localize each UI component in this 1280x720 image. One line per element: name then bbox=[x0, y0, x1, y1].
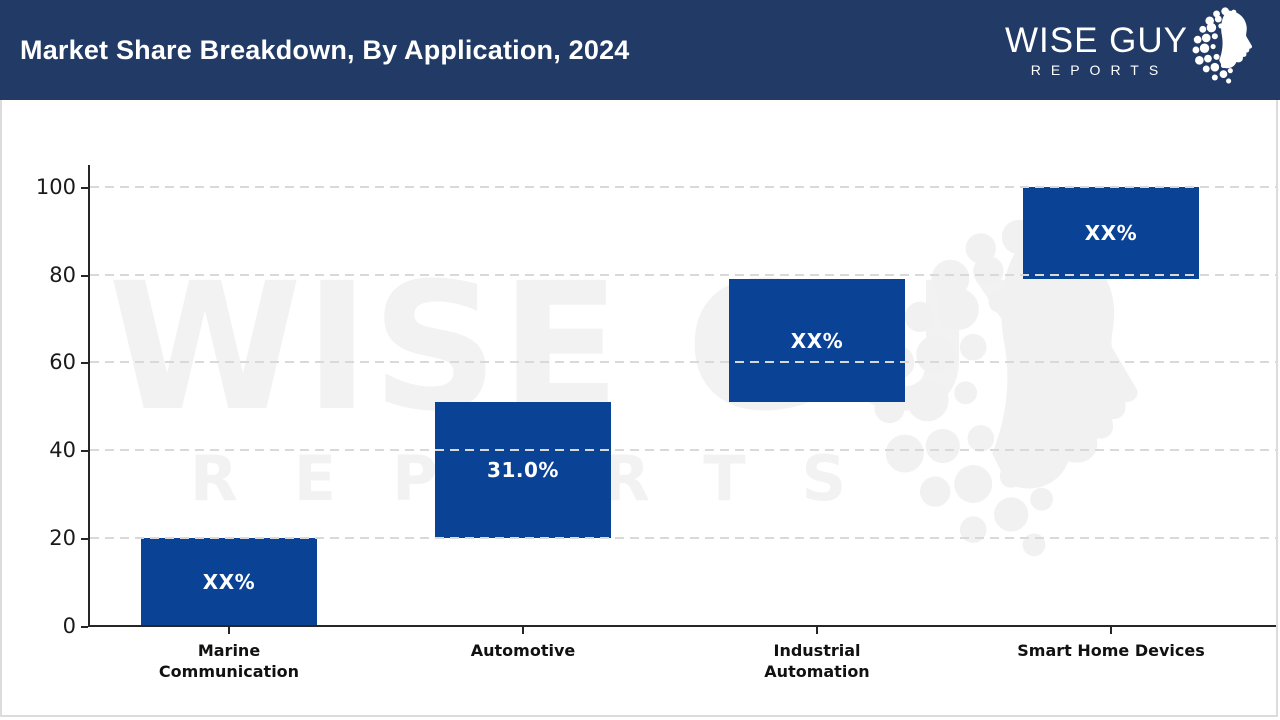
logo-wordmark: WISE GUY bbox=[1004, 20, 1188, 60]
x-tick-label-2: Industrial Automation bbox=[764, 641, 870, 681]
y-tick-label-80: 80 bbox=[49, 263, 76, 287]
gridline-100 bbox=[90, 186, 1276, 188]
bar-marine-communication: XX% bbox=[141, 538, 317, 626]
x-tick-label-0: Marine Communication bbox=[158, 641, 300, 681]
logo-text: WISE GUY REPORTS bbox=[1005, 23, 1188, 78]
bar-value-label: XX% bbox=[1084, 221, 1138, 245]
x-axis-line bbox=[88, 625, 1278, 627]
y-tick-label-60: 60 bbox=[49, 350, 76, 374]
wise-guy-logo: WISE GUY REPORTS bbox=[1005, 7, 1266, 93]
y-tick-40 bbox=[81, 450, 88, 452]
bar-automotive: 31.0% bbox=[435, 402, 611, 538]
x-tick-0 bbox=[228, 627, 230, 634]
page-title: Market Share Breakdown, By Application, … bbox=[20, 34, 630, 65]
bar-value-label: 31.0% bbox=[487, 458, 559, 482]
y-tick-80 bbox=[81, 275, 88, 277]
gridline-20 bbox=[90, 537, 1276, 539]
x-tick-label-3: Smart Home Devices bbox=[1017, 641, 1205, 660]
logo-subtext: REPORTS bbox=[1030, 61, 1169, 78]
gridline-40 bbox=[90, 449, 1276, 451]
header: Market Share Breakdown, By Application, … bbox=[0, 0, 1280, 100]
x-tick-label-1: Automotive bbox=[470, 641, 576, 660]
bar-industrial-automation: XX% bbox=[729, 279, 905, 402]
bar-value-label: XX% bbox=[790, 328, 844, 353]
bar-smart-home-devices: XX% bbox=[1023, 187, 1199, 279]
gridline-60 bbox=[90, 361, 1276, 363]
y-tick-label-40: 40 bbox=[49, 438, 76, 462]
y-tick-label-100: 100 bbox=[35, 175, 76, 199]
x-tick-1 bbox=[522, 627, 524, 634]
y-tick-label-0: 0 bbox=[62, 614, 76, 638]
x-tick-2 bbox=[816, 627, 818, 634]
chart-area: WISE GUY REPORTS 020406080100XX%31.0%XX%… bbox=[0, 100, 1280, 720]
y-tick-0 bbox=[81, 626, 88, 628]
gridline-80 bbox=[90, 274, 1276, 276]
y-tick-label-20: 20 bbox=[49, 526, 76, 550]
bar-value-label: XX% bbox=[202, 570, 256, 594]
logo-face-icon bbox=[1192, 7, 1253, 84]
y-axis-line bbox=[88, 165, 90, 626]
plot-area: 0 20 40 60 80 100 XX% 31.0% XX% XX% Marine Communic… bbox=[0, 100, 1280, 720]
x-tick-3 bbox=[1110, 627, 1112, 634]
y-tick-20 bbox=[81, 538, 88, 540]
y-tick-100 bbox=[81, 187, 88, 189]
y-tick-60 bbox=[81, 362, 88, 364]
